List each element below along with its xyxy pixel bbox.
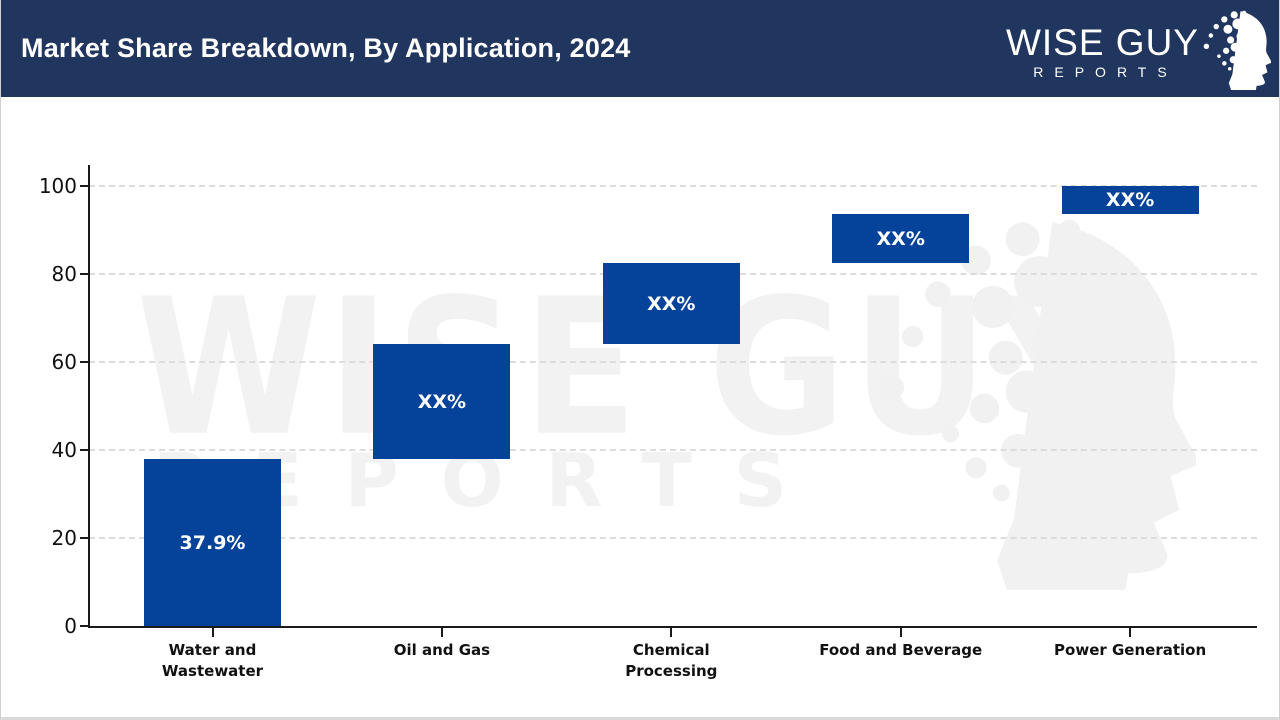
y-axis-spine bbox=[88, 165, 90, 628]
x-axis-category-label: Food and Beverage bbox=[819, 641, 983, 659]
header-bar: Market Share Breakdown, By Application, … bbox=[1, 0, 1279, 97]
y-tick-label: 20 bbox=[51, 526, 77, 550]
y-tick-label: 0 bbox=[64, 614, 77, 638]
page-title: Market Share Breakdown, By Application, … bbox=[21, 33, 631, 63]
y-tick-mark bbox=[80, 449, 89, 451]
y-gridline bbox=[89, 449, 1257, 451]
brand-logo-text: WISE GUY REPORTS bbox=[1005, 21, 1199, 80]
y-tick-mark bbox=[80, 273, 89, 275]
x-tick-mark bbox=[211, 628, 214, 637]
bar-food-and-beverage: XX% bbox=[832, 213, 970, 264]
bar-value-label: XX% bbox=[1105, 188, 1155, 211]
x-axis-category-label: Water and Wastewater bbox=[161, 641, 264, 680]
x-tick-mark bbox=[1129, 628, 1132, 637]
y-gridline bbox=[89, 537, 1257, 539]
y-tick-label: 60 bbox=[51, 350, 77, 374]
y-tick-mark bbox=[80, 625, 89, 627]
x-axis-spine bbox=[88, 626, 1257, 628]
brand-name: WISE GUY bbox=[1005, 21, 1199, 63]
bar-power-generation: XX% bbox=[1061, 186, 1199, 214]
y-tick-label: 40 bbox=[51, 438, 77, 462]
y-tick-label: 100 bbox=[38, 174, 77, 198]
x-axis-category-label: Chemical Processing bbox=[625, 641, 718, 680]
bar-value-label: 37.9% bbox=[179, 531, 246, 554]
bar-value-label: XX% bbox=[647, 292, 696, 315]
y-gridline bbox=[89, 185, 1257, 187]
watermark-face-icon bbox=[866, 210, 1201, 626]
bar-oil-and-gas: XX% bbox=[373, 343, 511, 460]
brand-logo: WISE GUY REPORTS bbox=[1005, 8, 1272, 97]
y-tick-mark bbox=[80, 537, 89, 539]
x-axis-category-label: Power Generation bbox=[1054, 641, 1207, 659]
y-tick-mark bbox=[80, 361, 89, 363]
brand-subname: REPORTS bbox=[1033, 63, 1178, 80]
x-axis-category-label: Oil and Gas bbox=[393, 641, 491, 659]
y-tick-mark bbox=[80, 185, 89, 187]
bar-chemical-processing: XX% bbox=[602, 263, 740, 344]
bar-value-label: XX% bbox=[417, 390, 467, 413]
y-gridline bbox=[89, 361, 1257, 363]
x-tick-mark bbox=[670, 628, 673, 637]
x-tick-mark bbox=[440, 628, 443, 637]
y-tick-label: 80 bbox=[51, 262, 77, 286]
bar-water-and-wastewater: 37.9% bbox=[144, 459, 281, 626]
brand-face-icon bbox=[1201, 8, 1272, 97]
bar-value-label: XX% bbox=[876, 227, 925, 250]
x-tick-mark bbox=[899, 628, 902, 637]
